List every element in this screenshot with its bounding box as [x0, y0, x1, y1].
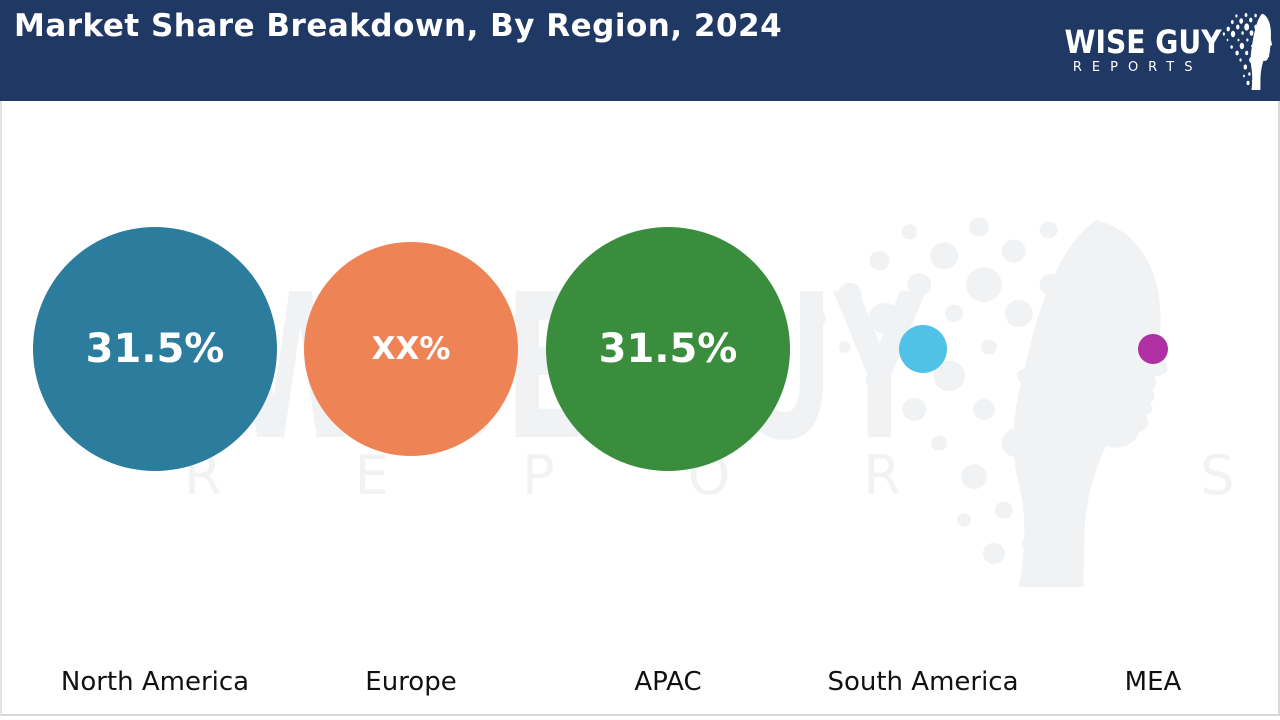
- wise-guy-logo: WISE GUY REPORTS: [1043, 5, 1272, 95]
- bubble-value-north-america: 31.5%: [85, 326, 225, 372]
- region-label-layer: North America Europe APAC South America MEA: [2, 101, 1278, 714]
- header-bar: Market Share Breakdown, By Region, 2024 …: [0, 0, 1280, 101]
- head-profile-dots-icon: [1220, 10, 1272, 90]
- logo-wordmark: WISE GUY: [1064, 23, 1222, 61]
- chart-area: WISE GUY R E P O R T S 31.5%XX%31.5% Nor…: [0, 101, 1280, 716]
- bubble-north-america: 31.5%: [33, 227, 277, 471]
- bubble-layer: 31.5% XX% 31.5%: [2, 101, 1278, 714]
- bubble-europe: XX%: [304, 242, 518, 456]
- bubble-mea: [1138, 334, 1168, 364]
- region-label-apac: APAC: [634, 667, 702, 697]
- region-label-south-america: South America: [827, 667, 1019, 697]
- bubble-value-europe: XX%: [371, 331, 451, 367]
- region-label-north-america: North America: [60, 667, 250, 697]
- bubble-value-apac: 31.5%: [598, 326, 738, 372]
- logo-text: WISE GUY REPORTS: [1043, 26, 1222, 74]
- region-label-europe: Europe: [365, 667, 457, 697]
- bubble-apac: 31.5%: [546, 227, 790, 471]
- page-title: Market Share Breakdown, By Region, 2024: [14, 8, 783, 44]
- bubble-south-america: [899, 325, 947, 373]
- region-label-mea: MEA: [1124, 667, 1182, 697]
- logo-subtext: REPORTS: [1072, 60, 1203, 75]
